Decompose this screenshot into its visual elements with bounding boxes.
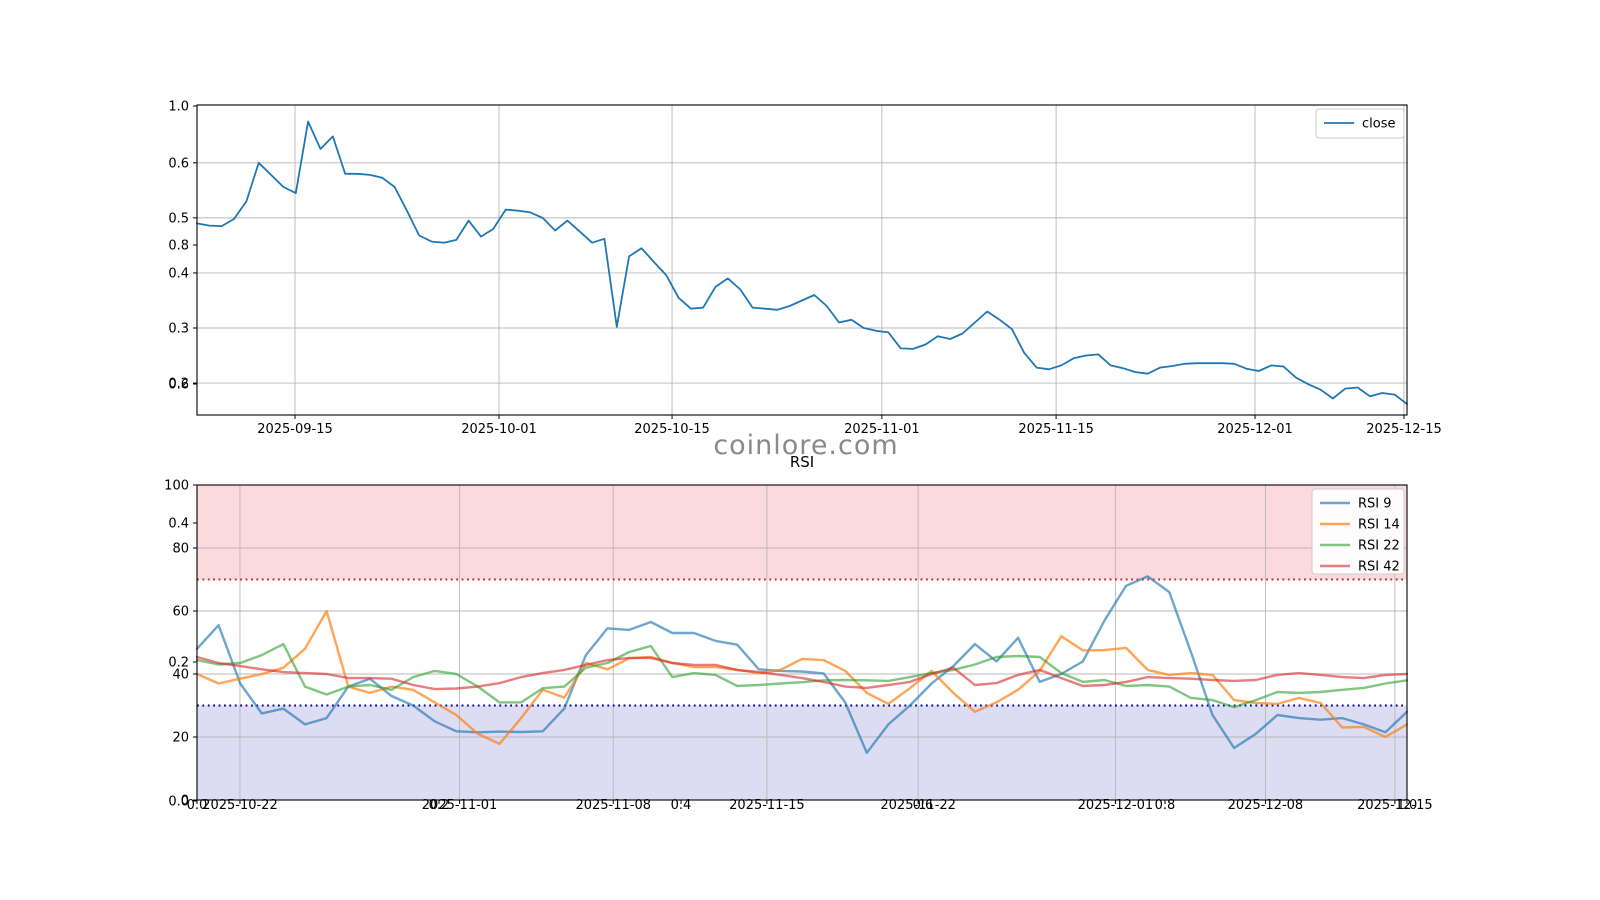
series-line-rsi-9 [195, 575, 1409, 754]
x-tick-label: 2025-12-01 [1217, 422, 1293, 437]
y-tick-label: 40 [172, 668, 189, 683]
x-tick-label: 2025-10-22 [202, 798, 278, 813]
plot-border [196, 484, 1408, 801]
x-tick-label: 2025-10-15 [634, 422, 710, 437]
series-line-rsi-42 [195, 655, 1409, 691]
series-line-rsi-14 [195, 609, 1409, 746]
y-tick-label: 0.5 [168, 211, 189, 226]
band-oversold [197, 705, 1407, 800]
rsi-chart-title: RSI [789, 453, 815, 471]
y-tick-label: 0.2 [168, 377, 189, 392]
y-tick-label: 60 [172, 605, 189, 620]
x-tick-label: 2025-11-01 [422, 798, 498, 813]
ghost-y-tick-label: 0.8 [168, 239, 189, 254]
legend-box [1311, 488, 1405, 575]
legend-label: RSI 22 [1358, 539, 1400, 554]
series-line-close [196, 120, 1408, 405]
series-line-rsi-22 [195, 642, 1409, 709]
band-overbought [197, 485, 1407, 580]
x-tick-label: 2025-11-22 [880, 798, 956, 813]
ghost-y-tick-label: 1.0 [168, 100, 189, 115]
x-tick-label: 2025-12-15 [1366, 422, 1442, 437]
x-tick-label: 2025-12-01 [1078, 798, 1154, 813]
ghost-x-tick-label: 0.4 [671, 798, 692, 813]
legend-label: close [1362, 117, 1395, 132]
ghost-x-tick-label: 0.6 [913, 798, 934, 813]
x-tick-label: 2025-11-01 [844, 422, 920, 437]
ghost-x-tick-label: 0.8 [1155, 798, 1176, 813]
ghost-x-tick-label: 0.2 [429, 798, 450, 813]
y-tick-label: 0 [181, 794, 189, 809]
y-tick-label: 0.6 [168, 156, 189, 171]
x-tick-label: 2025-11-15 [729, 798, 805, 813]
ghost-y-tick-label: 0.4 [168, 517, 189, 532]
x-tick-label: 2025-12-08 [1228, 798, 1304, 813]
ghost-x-tick-label: 0.0 [187, 798, 208, 813]
ghost-x-tick-label: 1.0 [1397, 798, 1418, 813]
ghost-y-tick-label: 0.0 [168, 795, 189, 810]
x-tick-label: 2025-12-15 [1357, 798, 1433, 813]
x-tick-label: 2025-10-01 [461, 422, 537, 437]
y-tick-label: 20 [172, 731, 189, 746]
x-tick-label: 2025-11-08 [575, 798, 651, 813]
legend-label: RSI 14 [1358, 518, 1400, 533]
legend-label: RSI 42 [1358, 560, 1400, 575]
watermark: coinlore.com [713, 430, 899, 461]
x-tick-label: 2025-09-15 [257, 422, 333, 437]
legend-label: RSI 9 [1358, 497, 1392, 512]
plot-border [196, 104, 1408, 416]
x-tick-label: 2025-11-15 [1018, 422, 1094, 437]
y-tick-label: 80 [172, 542, 189, 557]
ghost-y-tick-label: 0.6 [168, 378, 189, 393]
y-tick-label: 0.3 [168, 322, 189, 337]
legend-box [1315, 108, 1405, 139]
y-tick-label: 100 [164, 479, 189, 494]
y-tick-label: 0.4 [168, 266, 189, 281]
ghost-y-tick-label: 0.2 [168, 656, 189, 671]
